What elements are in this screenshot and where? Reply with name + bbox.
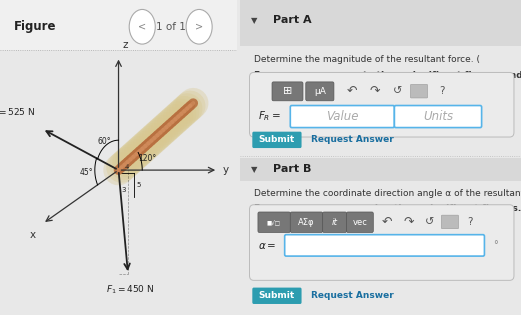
- Text: 3: 3: [121, 187, 126, 193]
- Text: 45°: 45°: [80, 168, 93, 177]
- Text: Figure: Figure: [14, 20, 57, 33]
- Text: z: z: [122, 40, 128, 50]
- Text: <: <: [138, 22, 146, 32]
- FancyBboxPatch shape: [306, 82, 334, 101]
- Text: ?: ?: [440, 86, 445, 96]
- FancyBboxPatch shape: [252, 132, 302, 148]
- Text: ↶: ↶: [382, 215, 393, 229]
- Text: it: it: [331, 218, 338, 226]
- Text: Request Answer: Request Answer: [312, 291, 394, 300]
- FancyBboxPatch shape: [250, 72, 514, 137]
- Text: μA: μA: [314, 87, 326, 96]
- Text: ↷: ↷: [403, 215, 414, 229]
- Text: Part B: Part B: [274, 164, 312, 174]
- Text: ■√□: ■√□: [267, 219, 281, 225]
- FancyBboxPatch shape: [411, 84, 428, 98]
- FancyBboxPatch shape: [290, 212, 322, 232]
- Text: Value: Value: [326, 110, 358, 123]
- Circle shape: [186, 9, 212, 44]
- Text: y: y: [223, 165, 229, 175]
- Text: $\alpha =$: $\alpha =$: [258, 241, 277, 251]
- Text: ⊞: ⊞: [283, 86, 292, 96]
- FancyBboxPatch shape: [258, 212, 290, 232]
- Circle shape: [129, 9, 155, 44]
- Text: $F_1 = 450\ \mathrm{N}$: $F_1 = 450\ \mathrm{N}$: [106, 284, 155, 296]
- Text: vec: vec: [352, 218, 367, 226]
- FancyBboxPatch shape: [394, 106, 481, 128]
- Text: ▼: ▼: [251, 16, 257, 25]
- Text: $F_R =$: $F_R =$: [258, 109, 281, 123]
- Text: Request Answer: Request Answer: [312, 135, 394, 144]
- Text: 5: 5: [137, 182, 141, 188]
- Text: Submit: Submit: [258, 135, 295, 144]
- FancyBboxPatch shape: [284, 235, 485, 256]
- FancyBboxPatch shape: [272, 82, 303, 101]
- FancyBboxPatch shape: [250, 205, 514, 280]
- Text: 60°: 60°: [97, 137, 111, 146]
- FancyBboxPatch shape: [441, 215, 458, 229]
- Bar: [0, 0, 237, 50]
- Text: ΑΣφ: ΑΣφ: [298, 218, 315, 226]
- Text: Determine the magnitude of the resultant force. (: Determine the magnitude of the resultant…: [254, 55, 480, 64]
- Text: ▼: ▼: [251, 165, 257, 174]
- Text: ↺: ↺: [392, 86, 402, 96]
- Text: >: >: [195, 22, 203, 32]
- Text: Units: Units: [423, 110, 453, 123]
- Text: 4: 4: [125, 164, 130, 170]
- Text: ↷: ↷: [369, 85, 380, 98]
- Bar: [240, 0, 521, 46]
- Text: Part A: Part A: [274, 15, 312, 26]
- Text: 120°: 120°: [138, 154, 156, 163]
- Text: x: x: [29, 230, 35, 240]
- Text: 1 of 1: 1 of 1: [156, 22, 185, 32]
- Text: Express your answer to three significant figures and include the appropriate uni: Express your answer to three significant…: [254, 71, 521, 80]
- Text: $F_2 = 525\ \mathrm{N}$: $F_2 = 525\ \mathrm{N}$: [0, 107, 35, 119]
- Text: Express your answer using three significant figures.: Express your answer using three signific…: [254, 204, 521, 213]
- Text: ↶: ↶: [347, 85, 357, 98]
- FancyBboxPatch shape: [346, 212, 373, 232]
- FancyBboxPatch shape: [290, 106, 394, 128]
- Text: °: °: [493, 240, 498, 250]
- Text: ↺: ↺: [425, 217, 434, 227]
- Text: Determine the coordinate direction angle α of the resultant force.: Determine the coordinate direction angle…: [254, 189, 521, 198]
- Text: Submit: Submit: [258, 291, 295, 300]
- FancyBboxPatch shape: [322, 212, 346, 232]
- FancyBboxPatch shape: [252, 288, 302, 304]
- Text: ?: ?: [468, 217, 473, 227]
- Bar: [240, 158, 521, 181]
